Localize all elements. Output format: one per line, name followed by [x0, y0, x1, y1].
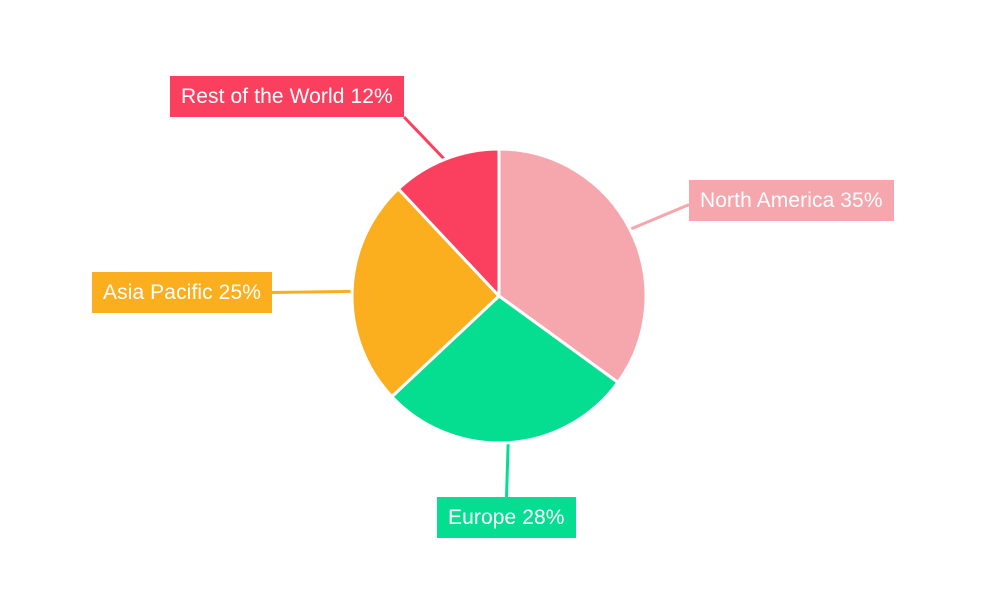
pie-slice-asia-pacific[interactable]	[350, 187, 501, 399]
pie-label-europe: Europe 28%	[437, 497, 576, 538]
pie-slices	[350, 147, 648, 445]
leader-line-north-america	[628, 203, 690, 231]
pie-label-asia-pacific: Asia Pacific 25%	[92, 272, 273, 313]
pie-label-rest-of-world: Rest of the World 12%	[170, 76, 404, 117]
pie-label-north-america: North America 35%	[689, 180, 894, 221]
pie-slice-rest-of-world[interactable]	[396, 147, 501, 298]
leader-line-asia-pacific	[271, 289, 353, 294]
leader-line-rest-of-world	[402, 115, 447, 162]
pie-slice-europe[interactable]	[390, 294, 620, 445]
leader-line-europe	[505, 441, 510, 498]
leader-lines	[271, 115, 690, 498]
pie-slice-north-america[interactable]	[497, 147, 648, 384]
